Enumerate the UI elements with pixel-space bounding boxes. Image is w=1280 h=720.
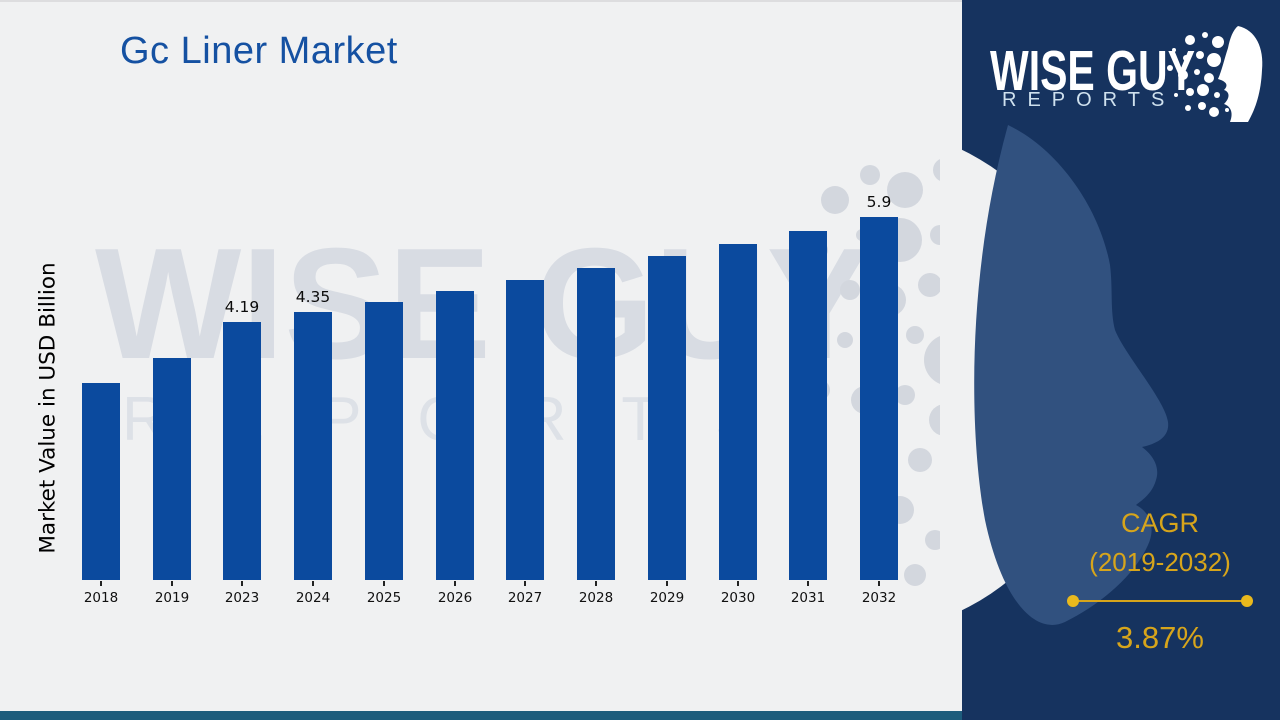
face-profile-silhouette	[974, 125, 1169, 625]
x-tick-2032	[878, 581, 880, 586]
x-tick-2023	[241, 581, 243, 586]
x-tick-2031	[807, 581, 809, 586]
bar-value-label-2024: 4.35	[295, 288, 331, 306]
bar-value-label-2032: 5.9	[866, 193, 892, 211]
bar-2031	[789, 231, 827, 580]
bottom-teal-strip	[0, 711, 962, 720]
bar-2032	[860, 217, 898, 580]
x-tick-2025	[383, 581, 385, 586]
x-tick-2019	[171, 581, 173, 586]
x-tick-2028	[595, 581, 597, 586]
x-label-2025: 2025	[366, 590, 402, 606]
bar-value-label-2023: 4.19	[224, 298, 260, 316]
x-tick-2026	[454, 581, 456, 586]
x-label-2018: 2018	[83, 590, 119, 606]
x-label-2023: 2023	[224, 590, 260, 606]
cagr-divider-line	[1067, 595, 1253, 607]
bar-2019	[153, 358, 191, 580]
logo-head-icon	[1218, 26, 1263, 122]
bar-2023	[223, 322, 261, 580]
cagr-block: CAGR (2019-2032) 3.87%	[1045, 508, 1275, 656]
page-title: Gc Liner Market	[120, 30, 398, 72]
bar-2029	[648, 256, 686, 580]
x-tick-2030	[737, 581, 739, 586]
x-label-2031: 2031	[790, 590, 826, 606]
x-tick-2018	[100, 581, 102, 586]
x-label-2029: 2029	[649, 590, 685, 606]
bar-2027	[506, 280, 544, 580]
x-label-2030: 2030	[720, 590, 756, 606]
bar-2028	[577, 268, 615, 580]
x-label-2024: 2024	[295, 590, 331, 606]
x-label-2019: 2019	[154, 590, 190, 606]
bar-2030	[719, 244, 757, 580]
x-label-2032: 2032	[861, 590, 897, 606]
cagr-line-left-dot	[1067, 595, 1079, 607]
x-label-2027: 2027	[507, 590, 543, 606]
bar-2026	[436, 291, 474, 580]
logo-wiseguy-text: WISE GUY	[990, 39, 1195, 103]
logo-reports-text: REPORTS	[1002, 89, 1175, 111]
logo-head-dots	[1167, 32, 1229, 117]
bar-2024	[294, 312, 332, 580]
x-tick-2024	[312, 581, 314, 586]
cagr-label: CAGR	[1120, 508, 1199, 538]
x-label-2026: 2026	[437, 590, 473, 606]
cagr-value: 3.87%	[1116, 620, 1204, 655]
x-label-2028: 2028	[578, 590, 614, 606]
bar-2018	[82, 383, 120, 580]
bar-2025	[365, 302, 403, 580]
cagr-period: (2019-2032)	[1089, 547, 1231, 577]
x-tick-2029	[666, 581, 668, 586]
x-tick-2027	[524, 581, 526, 586]
cagr-line-right-dot	[1241, 595, 1253, 607]
top-border	[0, 0, 1280, 2]
